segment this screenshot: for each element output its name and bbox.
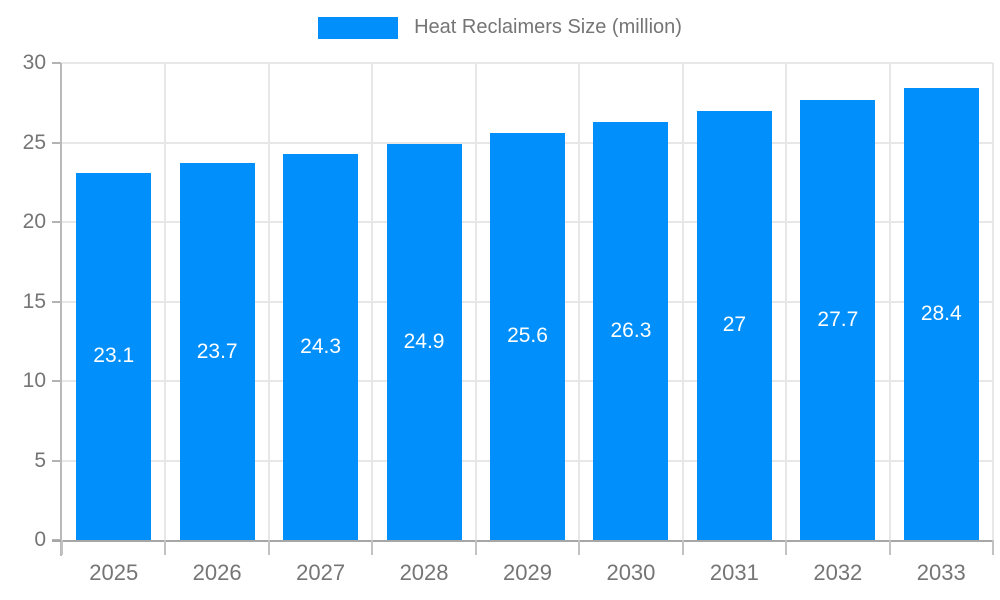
y-tick-label: 10	[22, 369, 46, 392]
bar-2029[interactable]	[490, 132, 565, 540]
x-tick-label: 2029	[503, 560, 552, 585]
gridline-vertical	[681, 63, 684, 540]
bar-2025[interactable]	[76, 172, 152, 540]
x-tick-label: 2027	[296, 560, 346, 585]
y-axis-tick	[52, 380, 61, 382]
bar-2032[interactable]	[800, 99, 876, 540]
x-tick-label: 2032	[813, 560, 863, 585]
x-tick-label: 2025	[89, 560, 139, 585]
y-axis-tick	[52, 62, 61, 64]
bar-value-label: 24.9	[403, 330, 445, 354]
bar-value-label: 27.7	[817, 307, 859, 331]
x-axis-tick	[371, 540, 374, 555]
x-axis-tick	[681, 540, 684, 555]
bar-2028[interactable]	[386, 144, 462, 540]
x-axis-tick	[267, 540, 270, 555]
x-tick-label: 2033	[916, 560, 966, 585]
bar-value-label: 24.3	[300, 334, 342, 358]
gridline-vertical	[371, 63, 374, 540]
y-tick-label: 20	[22, 210, 46, 233]
bar-2030[interactable]	[593, 121, 669, 540]
y-axis-tick	[52, 300, 61, 303]
y-tick-label: 15	[22, 289, 46, 313]
legend-label: Heat Reclaimers Size (million)	[414, 16, 682, 38]
legend[interactable]: Heat Reclaimers Size (million)	[0, 16, 1000, 39]
gridline-vertical	[888, 63, 891, 540]
x-axis-tick	[578, 540, 581, 555]
bar-value-label: 23.1	[93, 344, 135, 368]
gridline-vertical	[164, 63, 167, 540]
y-axis-tick	[52, 221, 61, 223]
x-tick-label: 2031	[709, 560, 759, 585]
x-axis-tick	[888, 540, 891, 555]
bar-value-label: 28.4	[920, 302, 962, 326]
x-tick-label: 2028	[399, 560, 449, 585]
y-tick-label: 25	[22, 130, 46, 154]
x-axis-tick	[992, 540, 994, 555]
gridline-horizontal	[62, 62, 993, 64]
y-axis-tick	[52, 141, 61, 144]
y-tick-label: 30	[22, 51, 46, 74]
bar-2027[interactable]	[283, 153, 359, 540]
bar-value-label: 26.3	[610, 318, 652, 342]
bar-value-label: 23.7	[196, 339, 238, 363]
gridline-vertical	[578, 63, 581, 540]
x-axis-tick	[474, 540, 477, 555]
y-axis-line	[60, 63, 62, 556]
gridline-vertical	[474, 63, 477, 540]
bar-2026[interactable]	[179, 163, 255, 540]
bar-2033[interactable]	[903, 88, 979, 540]
x-axis-tick	[785, 540, 788, 555]
gridline-vertical	[267, 63, 270, 540]
bar-2031[interactable]	[696, 110, 772, 540]
x-tick-label: 2026	[192, 560, 242, 585]
x-axis-tick	[61, 540, 63, 555]
gridline-vertical	[785, 63, 788, 540]
gridline-vertical	[992, 63, 994, 540]
y-tick-label: 0	[34, 528, 46, 551]
bar-value-label: 27	[722, 313, 747, 337]
legend-swatch	[318, 16, 399, 39]
y-tick-label: 5	[34, 448, 46, 472]
x-axis-line	[52, 540, 993, 542]
bar-value-label: 25.6	[507, 324, 548, 348]
x-tick-label: 2030	[606, 560, 656, 585]
y-axis-tick	[52, 459, 61, 462]
x-axis-tick	[164, 540, 167, 555]
